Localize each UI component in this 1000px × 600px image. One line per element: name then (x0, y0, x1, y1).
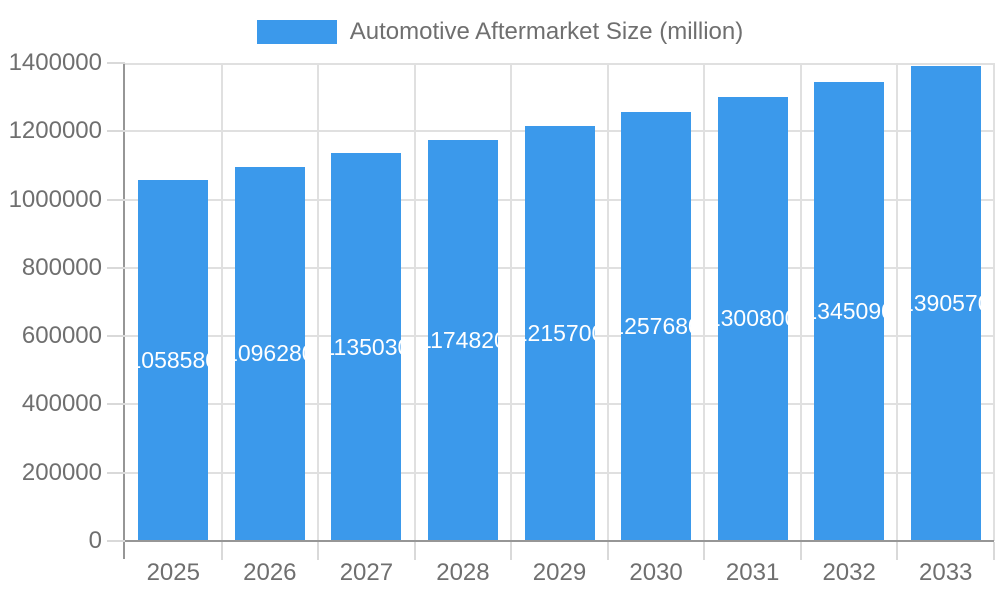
y-axis-tick (107, 62, 125, 64)
vertical-gridline (220, 63, 223, 541)
bar: 1390570 (910, 66, 981, 541)
y-axis-label: 400000 (21, 390, 102, 418)
bar-value-label: 1300800 (718, 305, 788, 332)
bar: 1300800 (717, 96, 788, 541)
y-axis-tick (107, 471, 125, 474)
bar: 1058580 (138, 179, 209, 541)
x-axis-tick (703, 542, 706, 560)
y-axis-tick (107, 198, 125, 201)
legend-label: Automotive Aftermarket Size (million) (349, 18, 744, 45)
bar: 1215700 (524, 125, 595, 541)
bar: 1096280 (234, 166, 305, 541)
x-axis-label: 2030 (629, 559, 683, 586)
vertical-gridline (703, 63, 706, 541)
bar-value-label: 1058580 (138, 346, 208, 373)
y-axis-label: 1000000 (8, 185, 102, 213)
bar-value-label: 1135030 (331, 333, 401, 360)
y-axis-label: 0 (88, 527, 102, 554)
x-axis-label: 2029 (532, 559, 587, 586)
bar: 1257680 (621, 111, 692, 541)
bar-value-label: 1345090 (814, 297, 884, 324)
x-axis-label: 2025 (146, 559, 200, 586)
vertical-gridline (413, 63, 416, 541)
bar-value-label: 1174820 (428, 326, 498, 353)
y-axis-label: 200000 (21, 458, 102, 486)
horizontal-gridline (125, 63, 994, 65)
y-axis-tick (107, 335, 125, 338)
x-axis-label: 2027 (339, 559, 394, 586)
x-axis-tick (993, 542, 995, 560)
x-axis-tick (220, 542, 223, 560)
x-axis-tick (606, 542, 609, 560)
y-axis-tick (107, 266, 125, 269)
bar: 1345090 (814, 81, 885, 541)
vertical-gridline (896, 63, 899, 541)
bar-value-label: 1096280 (235, 340, 305, 367)
bar-value-label: 1215700 (525, 319, 595, 346)
x-axis-baseline (125, 540, 994, 542)
legend-color-swatch (256, 20, 337, 44)
x-axis-label: 2032 (822, 559, 876, 586)
x-axis-tick (413, 542, 416, 560)
bar-value-label: 1390570 (911, 290, 981, 317)
x-axis-label: 2031 (725, 559, 780, 586)
y-axis-label: 1400000 (8, 49, 102, 76)
y-axis-line (123, 63, 125, 559)
x-axis-tick (896, 542, 899, 560)
y-axis-label: 800000 (21, 253, 102, 281)
vertical-gridline (606, 63, 609, 541)
x-axis-tick (510, 542, 513, 560)
x-axis-label: 2028 (436, 559, 490, 586)
x-axis-label: 2026 (243, 559, 297, 586)
y-axis-tick (107, 403, 125, 406)
y-axis-label: 600000 (21, 322, 102, 350)
x-axis-label: 2033 (919, 559, 973, 586)
bar: 1135030 (331, 153, 402, 541)
bar: 1174820 (427, 139, 498, 541)
legend: Automotive Aftermarket Size (million) (0, 18, 1000, 46)
y-axis-tick (107, 540, 125, 542)
bar-value-label: 1257680 (621, 312, 691, 339)
plot-area: 1058580 1096280 1135030 1174820 1215700 12576… (125, 63, 995, 541)
vertical-gridline (510, 63, 513, 541)
x-axis-tick (317, 542, 320, 560)
vertical-gridline (993, 63, 995, 541)
y-axis-label: 1200000 (8, 117, 102, 145)
vertical-gridline (317, 63, 320, 541)
x-axis-tick (799, 542, 802, 560)
vertical-gridline (799, 63, 802, 541)
y-axis-tick (107, 130, 125, 133)
